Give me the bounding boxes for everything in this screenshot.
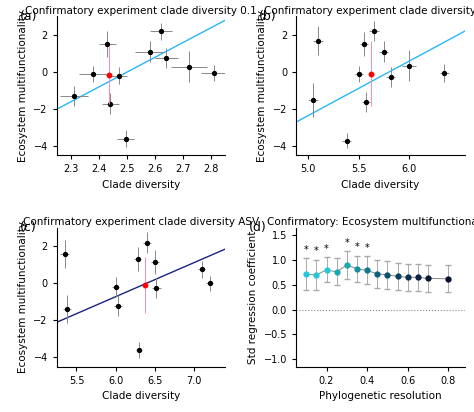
Y-axis label: Ecosystem multifunctionality: Ecosystem multifunctionality	[257, 10, 267, 162]
Text: *: *	[345, 238, 349, 248]
X-axis label: Phylogenetic resolution: Phylogenetic resolution	[319, 391, 442, 401]
Y-axis label: Ecosystem multifunctionality: Ecosystem multifunctionality	[18, 221, 28, 373]
Title: Confirmatory experiment clade diversity 0.4: Confirmatory experiment clade diversity …	[264, 6, 474, 16]
Text: *: *	[314, 246, 319, 257]
Y-axis label: Ecosystem multifunctionality: Ecosystem multifunctionality	[18, 10, 28, 162]
Text: (d): (d)	[249, 221, 267, 234]
X-axis label: Clade diversity: Clade diversity	[102, 391, 180, 401]
Text: (a): (a)	[20, 9, 37, 23]
Text: *: *	[355, 242, 359, 252]
Title: Confirmatory: Ecosystem multifunctionality: Confirmatory: Ecosystem multifunctionali…	[267, 217, 474, 227]
Text: (c): (c)	[20, 221, 36, 234]
X-axis label: Clade diversity: Clade diversity	[102, 180, 180, 190]
Text: *: *	[304, 245, 309, 255]
Text: *: *	[324, 244, 329, 254]
Text: (b): (b)	[259, 9, 277, 23]
Text: *: *	[365, 243, 369, 253]
Y-axis label: Std regression coefficient: Std regression coefficient	[248, 230, 258, 364]
Title: Confirmatory experiment clade diversity ASV: Confirmatory experiment clade diversity …	[23, 217, 259, 227]
Title: Confirmatory experiment clade diversity 0.1: Confirmatory experiment clade diversity …	[25, 6, 257, 16]
X-axis label: Clade diversity: Clade diversity	[341, 180, 419, 190]
